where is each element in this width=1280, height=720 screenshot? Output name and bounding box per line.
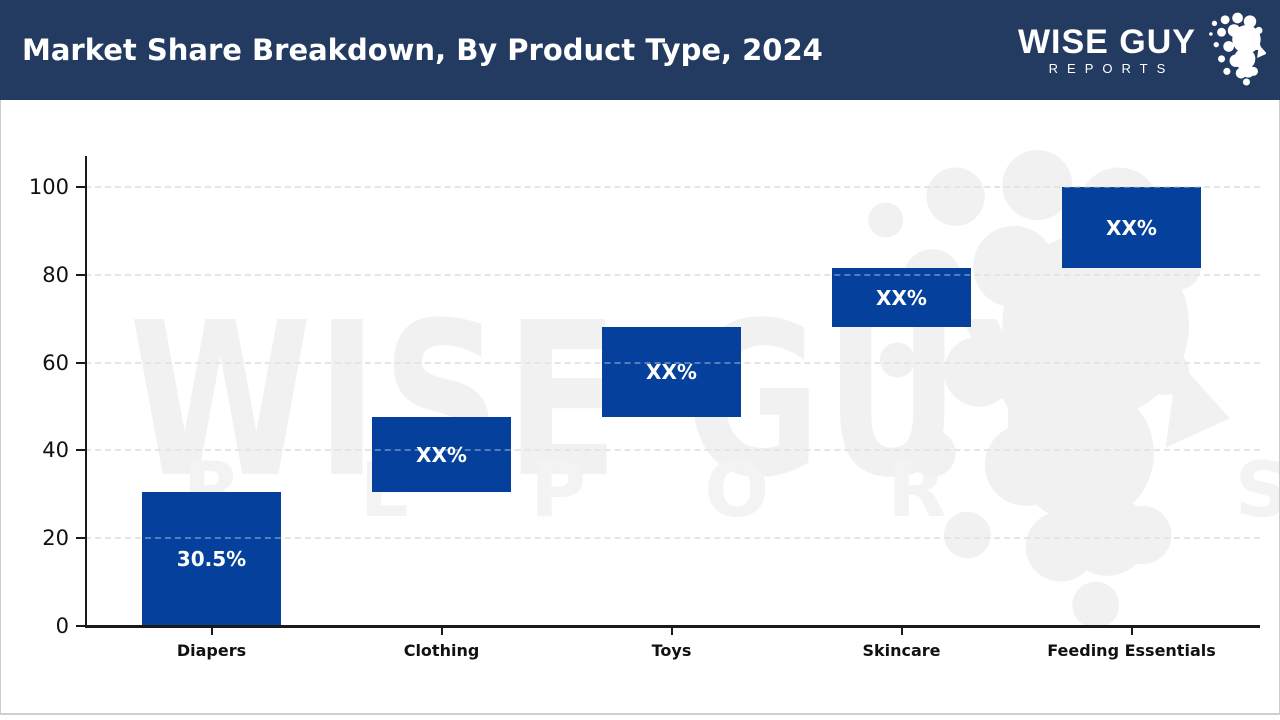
waterfall-chart: 30.5% Diapers XX% Clothing XX% Toys XX% Skincar…: [1, 100, 1279, 713]
y-tick-label: 20: [42, 526, 69, 551]
bar-value-label: 30.5%: [176, 547, 247, 572]
x-tick-label: Feeding Essentials: [1047, 641, 1216, 660]
bar-value-label: XX%: [876, 285, 927, 310]
gridline: [85, 186, 1260, 188]
bar-feeding-essentials: XX%: [1062, 187, 1201, 269]
logo-head-icon: [1209, 12, 1266, 86]
y-tick-label: 0: [55, 614, 69, 638]
x-tick-label: Skincare: [862, 641, 941, 660]
page-title: Market Share Breakdown, By Product Type,…: [22, 33, 823, 67]
x-tick-label: Diapers: [176, 641, 247, 660]
y-tick-label: 60: [42, 350, 69, 375]
y-tick-label: 80: [42, 262, 69, 287]
y-axis-line: [85, 156, 87, 628]
watermark-head-shape: [850, 150, 1230, 629]
gridline-overlay: [85, 361, 1260, 364]
gridline-overlay: [85, 273, 1260, 276]
gridline-overlay: [85, 186, 1260, 188]
y-tick: [76, 186, 85, 188]
logo-wordmark: WISE GUY: [1017, 23, 1196, 61]
x-tick: [1130, 628, 1133, 635]
bar-value-label: XX%: [416, 442, 467, 467]
x-axis-line: [85, 625, 1260, 628]
x-tick: [440, 628, 443, 635]
x-tick: [900, 628, 903, 635]
x-tick-label: Toys: [651, 641, 692, 660]
y-tick: [76, 449, 85, 452]
y-tick: [76, 361, 85, 364]
chart-card: WISE GUY R E P O R T S 30.5% Diapers XX% Cl…: [0, 100, 1280, 715]
y-tick: [76, 625, 85, 627]
gridline: [85, 537, 1260, 540]
y-tick-label: 100: [28, 175, 69, 199]
gridline: [85, 273, 1260, 276]
y-tick: [76, 537, 85, 540]
x-tick: [670, 628, 673, 635]
bar-clothing: XX%: [372, 417, 511, 493]
logo-subtext: REPORTS: [1048, 61, 1175, 76]
header-bar: Market Share Breakdown, By Product Type,…: [0, 0, 1280, 100]
gridline-overlay: [85, 449, 1260, 452]
bar-skincare: XX%: [832, 268, 971, 328]
brand-logo-text: WISE GUY REPORTS: [1018, 25, 1196, 75]
bar-value-label: XX%: [1106, 215, 1157, 240]
x-tick: [210, 628, 213, 635]
gridline-overlay: [85, 537, 1260, 540]
bar-toys: XX%: [602, 327, 741, 418]
y-tick-label: 40: [42, 438, 69, 463]
gridline: [85, 449, 1260, 452]
brand-logo: WISE GUY REPORTS: [1018, 0, 1266, 100]
x-tick-label: Clothing: [403, 641, 480, 660]
bar-diapers: 30.5%: [142, 492, 281, 626]
y-tick: [76, 273, 85, 276]
bar-value-label: XX%: [646, 360, 697, 385]
